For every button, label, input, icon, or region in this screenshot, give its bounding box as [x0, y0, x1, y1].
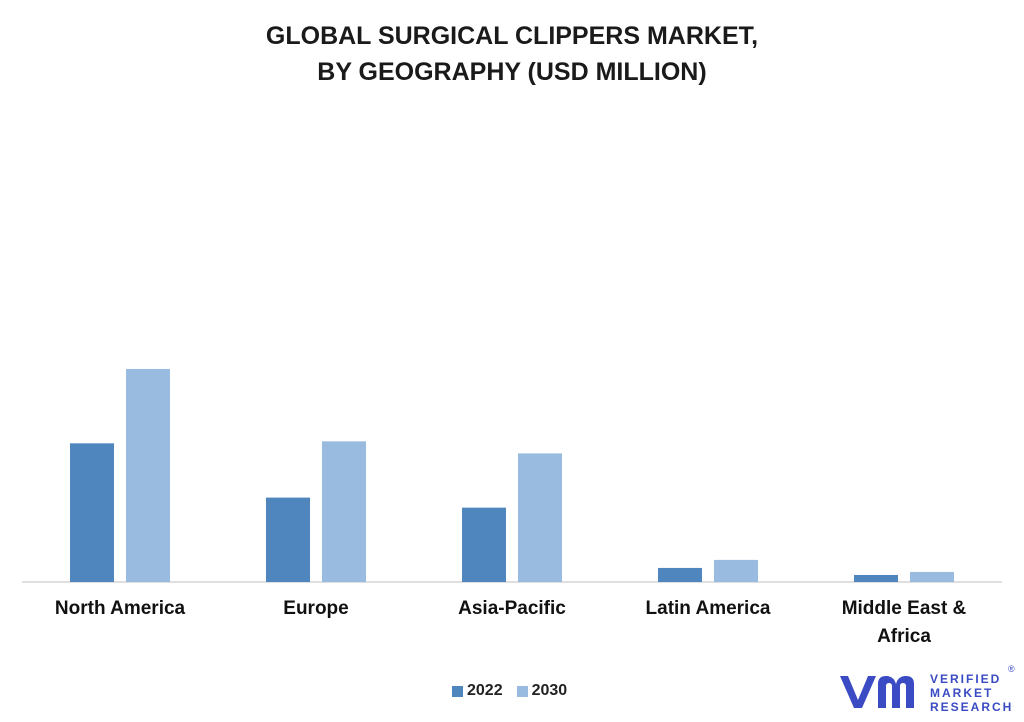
brand-line-2: MARKET: [930, 686, 994, 700]
bar-2022-4: [854, 574, 898, 582]
brand-logo: VERIFIED MARKET RESEARCH ®: [838, 664, 1020, 718]
legend: 2022 2030: [452, 680, 567, 702]
legend-swatch-2022: [452, 685, 463, 697]
x-tick-label-0: North America: [55, 598, 186, 619]
legend-label-2030: 2030: [531, 682, 568, 699]
bar-2030-4: [910, 571, 954, 582]
bar-chart: North America Europe Asia-Pacific Latin Ame…: [22, 368, 1002, 647]
x-tick-label-1: Europe: [283, 598, 348, 619]
legend-item-2022: 2022: [452, 682, 503, 700]
bar-2022-3: [658, 567, 702, 582]
chart-title-line-2: BY GEOGRAPHY (USD MILLION): [317, 58, 707, 86]
chart-title-line-1: GLOBAL SURGICAL CLIPPERS MARKET,: [265, 22, 759, 50]
brand-name: VERIFIED MARKET RESEARCH: [930, 672, 1013, 714]
bar-2030-3: [714, 559, 758, 582]
legend-item-2030: 2030: [516, 682, 568, 700]
x-tick-label-2: Asia-Pacific: [458, 598, 566, 619]
bar-2022-0: [70, 443, 114, 582]
x-tick-label-3: Latin America: [646, 598, 771, 619]
bar-2030-2: [518, 453, 562, 582]
bar-2022-1: [266, 497, 310, 582]
bar-2030-1: [322, 441, 366, 582]
legend-label-2022: 2022: [467, 682, 503, 699]
brand-line-1: VERIFIED: [930, 672, 1002, 686]
legend-swatch-2030: [516, 685, 528, 697]
x-tick-label-4: Middle East & Africa: [842, 598, 967, 647]
bar-2022-2: [462, 507, 506, 582]
vmr-logo-icon: [840, 676, 914, 708]
registered-mark: ®: [1008, 664, 1015, 674]
bar-2030-0: [126, 368, 170, 582]
chart-title: GLOBAL SURGICAL CLIPPERS MARKET, BY GEOG…: [0, 18, 1024, 90]
brand-line-3: RESEARCH: [930, 700, 1014, 714]
